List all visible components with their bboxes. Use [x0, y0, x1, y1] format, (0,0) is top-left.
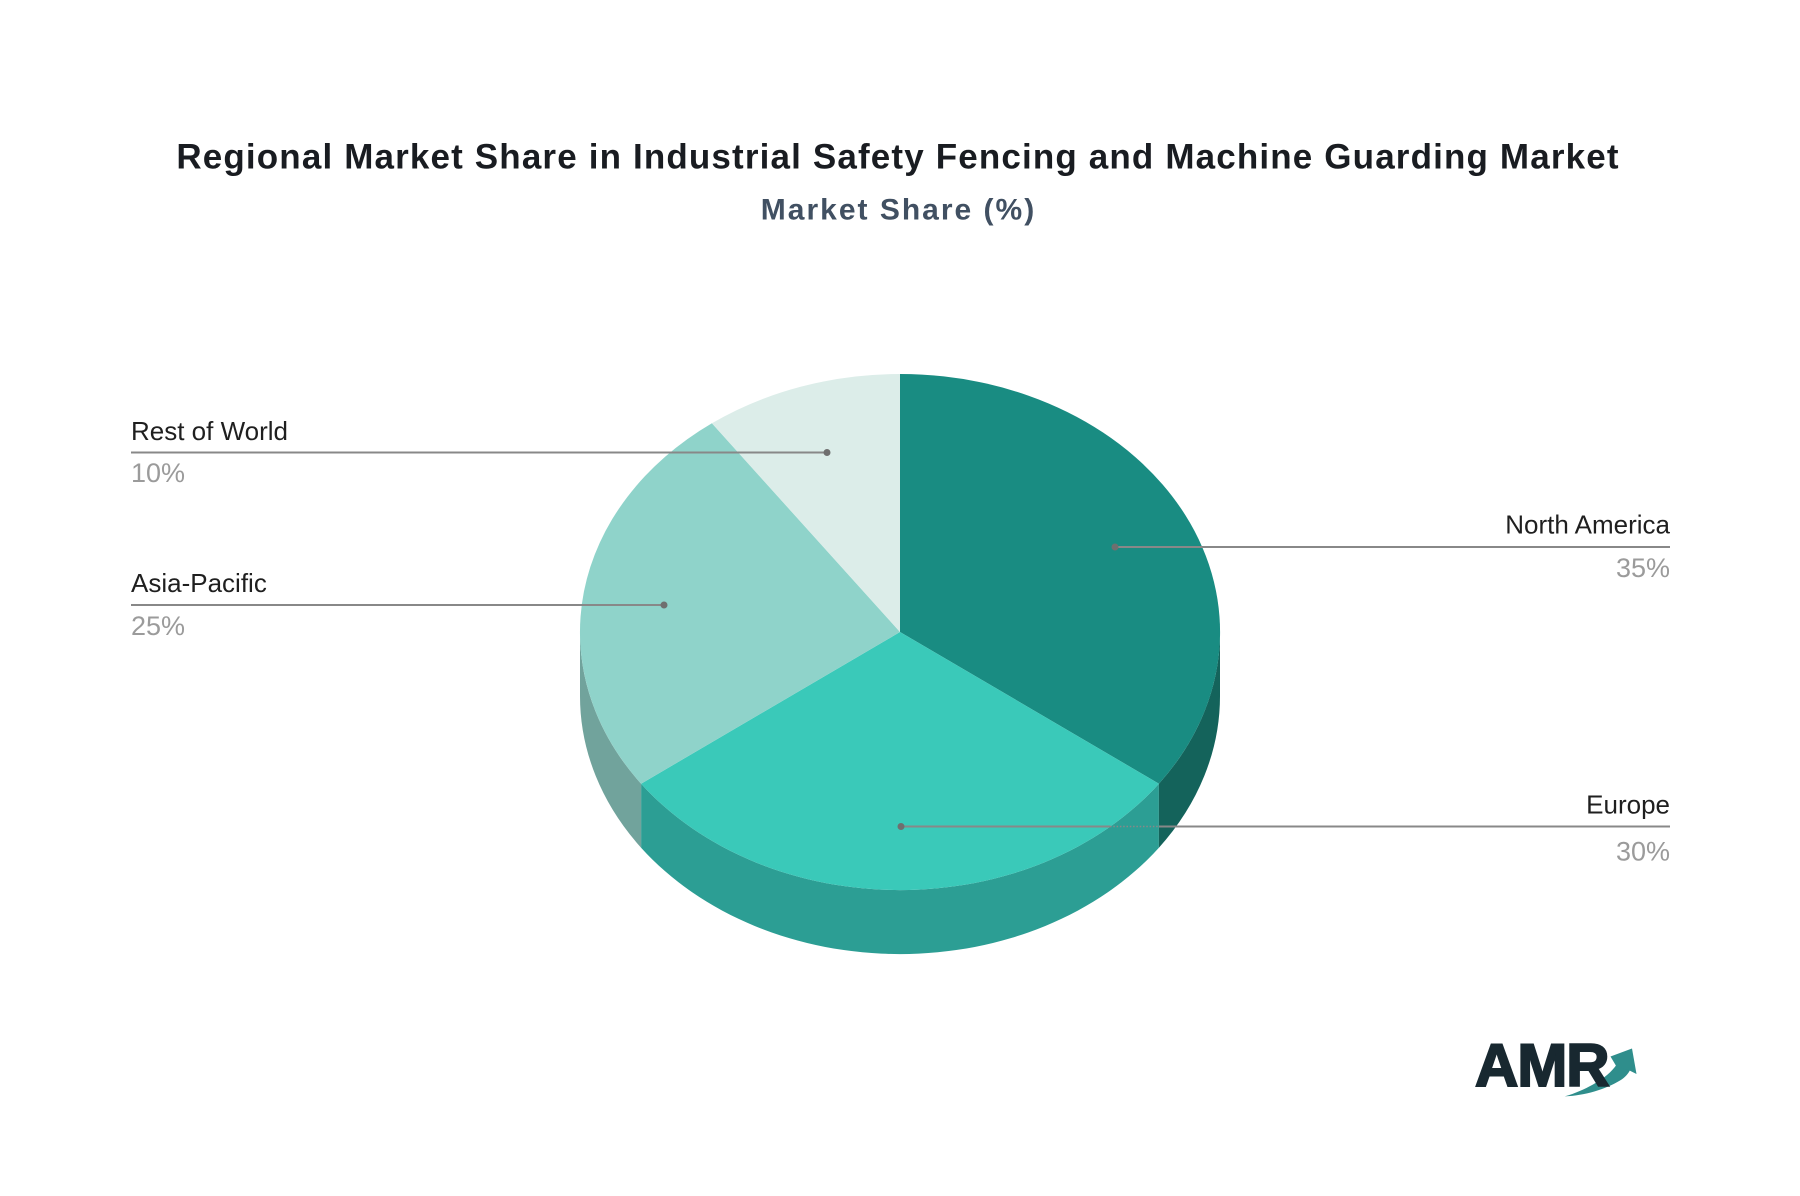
svg-text:30%: 30%	[1616, 837, 1670, 867]
svg-text:Regional Market Share in Indus: Regional Market Share in Industrial Safe…	[176, 138, 1619, 177]
svg-text:Europe: Europe	[1586, 790, 1670, 820]
svg-text:Market Share (%): Market Share (%)	[761, 194, 1036, 227]
svg-text:AMR: AMR	[1475, 1032, 1609, 1099]
svg-text:10%: 10%	[131, 458, 185, 488]
svg-text:Rest of World: Rest of World	[131, 416, 288, 446]
svg-text:North America: North America	[1505, 510, 1670, 540]
svg-text:Asia-Pacific: Asia-Pacific	[131, 568, 267, 598]
svg-text:25%: 25%	[131, 611, 185, 641]
svg-text:35%: 35%	[1616, 553, 1670, 583]
